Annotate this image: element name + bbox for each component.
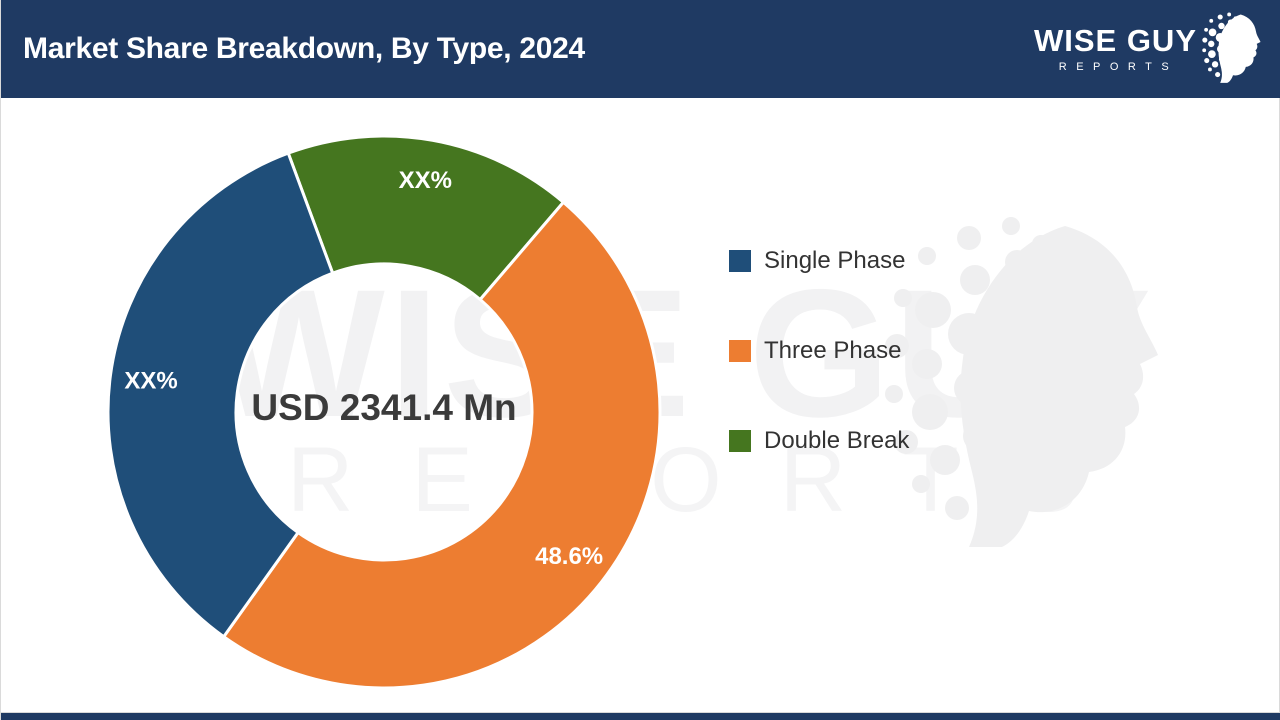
footer-bar (1, 713, 1280, 720)
legend-swatch-double-break (729, 430, 751, 452)
brand-name: WISE GUY (1033, 23, 1197, 59)
slice-label-single-phase: XX% (124, 367, 177, 394)
header-bar: Market Share Breakdown, By Type, 2024 WI… (1, 0, 1280, 98)
chart-legend: Single Phase Three Phase Double Break (729, 247, 909, 517)
donut-slice-single-phase[interactable] (106, 151, 335, 639)
legend-swatch-three-phase (729, 340, 751, 362)
legend-label-double-break: Double Break (764, 427, 910, 454)
donut-slice-double-break[interactable] (286, 134, 565, 302)
legend-label-three-phase: Three Phase (764, 337, 902, 364)
legend-label-single-phase: Single Phase (764, 247, 906, 274)
legend-item-double-break[interactable]: Double Break (729, 427, 909, 455)
chart-center-value: USD 2341.4 Mn (251, 387, 517, 428)
brand-face-icon (1202, 12, 1261, 83)
legend-item-three-phase[interactable]: Three Phase (729, 337, 909, 365)
page-title: Market Share Breakdown, By Type, 2024 (23, 32, 585, 65)
brand-subtitle: REPORTS (1058, 60, 1179, 73)
footer-divider (1, 712, 1280, 713)
slice-label-three-phase: 48.6% (535, 543, 603, 570)
donut-slice-three-phase[interactable] (222, 200, 662, 690)
brand-logo: WISE GUY REPORTS (1034, 6, 1265, 92)
slice-label-double-break: XX% (399, 167, 452, 194)
legend-swatch-single-phase (729, 250, 751, 272)
legend-item-single-phase[interactable]: Single Phase (729, 247, 909, 275)
